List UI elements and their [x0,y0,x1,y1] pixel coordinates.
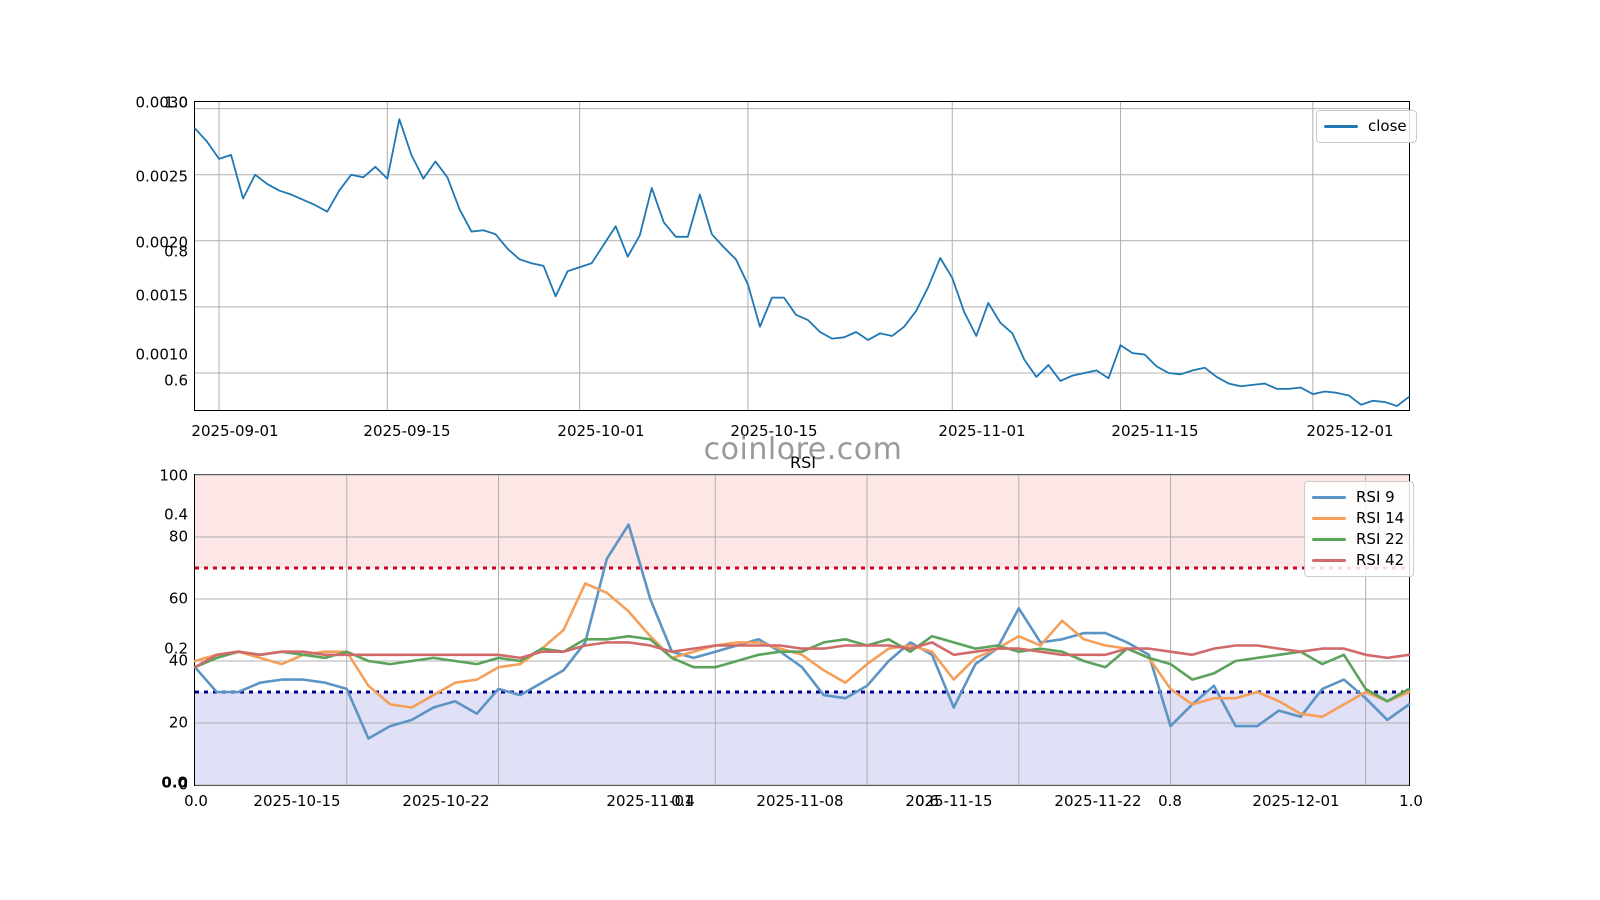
rsi-xtick-unit-1: 0.4 [671,792,695,810]
price-unit-ytick-1: 0.8 [164,242,188,261]
rsi-xtick-date-3: 2025-11-08 [756,792,844,810]
price-ytick-2: 0.0020 [135,233,189,252]
price-ytick-0: 0.0030 [135,93,189,112]
rsi-line-series [193,474,1411,786]
legend-item-rsi-42[interactable]: RSI 42 [1312,550,1404,571]
rsi-xtick-unit-0: 0.0 [184,792,208,810]
legend-label-rsi-9: RSI 9 [1356,488,1395,506]
rsi-unit-ytick-0: 0.4 [164,505,188,524]
legend-label-rsi-22: RSI 22 [1356,530,1405,548]
legend-swatch-close [1324,125,1358,128]
rsi-ytick-80: 80 [168,527,188,546]
rsi-unit-ytick-2: 0.0 [161,773,188,792]
rsi-chart-axes [193,474,1411,786]
legend-swatch-rsi-9 [1312,496,1346,499]
price-xtick-3: 2025-10-15 [730,422,818,440]
price-unit-ytick-0: 1.0 [164,93,188,112]
price-chart-axes [194,101,1410,411]
rsi-xtick-date-4: 2025-11-15 [905,792,993,810]
rsi-xtick-date-5: 2025-11-22 [1054,792,1142,810]
rsi-chart-legend[interactable]: RSI 9 RSI 14 RSI 22 RSI 42 [1304,481,1415,577]
price-xtick-2: 2025-10-01 [557,422,645,440]
rsi-ytick-40: 40 [168,651,188,670]
legend-item-rsi-14[interactable]: RSI 14 [1312,508,1404,529]
legend-label-rsi-42: RSI 42 [1356,551,1405,569]
legend-label-close: close [1368,117,1407,135]
price-line-series [194,102,1410,410]
rsi-xtick-unit-4: 1.0 [1399,792,1423,810]
rsi-unit-ytick-1: 0.2 [164,639,188,658]
rsi-ytick-0: 0 [178,775,188,794]
price-xtick-1: 2025-09-15 [363,422,451,440]
rsi-xtick-date-0: 2025-10-15 [253,792,341,810]
price-xtick-4: 2025-11-01 [938,422,1026,440]
price-ytick-4: 0.0010 [135,345,189,364]
legend-label-rsi-14: RSI 14 [1356,509,1405,527]
price-xtick-5: 2025-11-15 [1111,422,1199,440]
rsi-ytick-20: 20 [168,713,188,732]
price-ytick-1: 0.0025 [135,167,189,186]
legend-swatch-rsi-22 [1312,538,1346,541]
rsi-xtick-unit-3: 0.8 [1158,792,1182,810]
legend-item-rsi-22[interactable]: RSI 22 [1312,529,1404,550]
rsi-panel-title: RSI [790,453,816,472]
rsi-ytick-100: 100 [159,466,188,485]
legend-swatch-rsi-42 [1312,559,1346,562]
price-ytick-3: 0.0015 [135,286,189,305]
rsi-xtick-date-2: 2025-11-01 [606,792,694,810]
price-chart-legend[interactable]: close [1316,110,1417,143]
legend-item-rsi-9[interactable]: RSI 9 [1312,487,1404,508]
legend-swatch-rsi-14 [1312,517,1346,520]
rsi-xtick-unit-2: 0.6 [915,792,939,810]
rsi-ytick-60: 60 [168,589,188,608]
legend-item-close[interactable]: close [1324,116,1407,137]
price-xtick-0: 2025-09-01 [191,422,279,440]
rsi-xtick-date-1: 2025-10-22 [402,792,490,810]
price-unit-ytick-2: 0.6 [164,371,188,390]
watermark: coinlore.com [703,432,903,467]
rsi-xtick-date-6: 2025-12-01 [1252,792,1340,810]
price-xtick-6: 2025-12-01 [1306,422,1394,440]
